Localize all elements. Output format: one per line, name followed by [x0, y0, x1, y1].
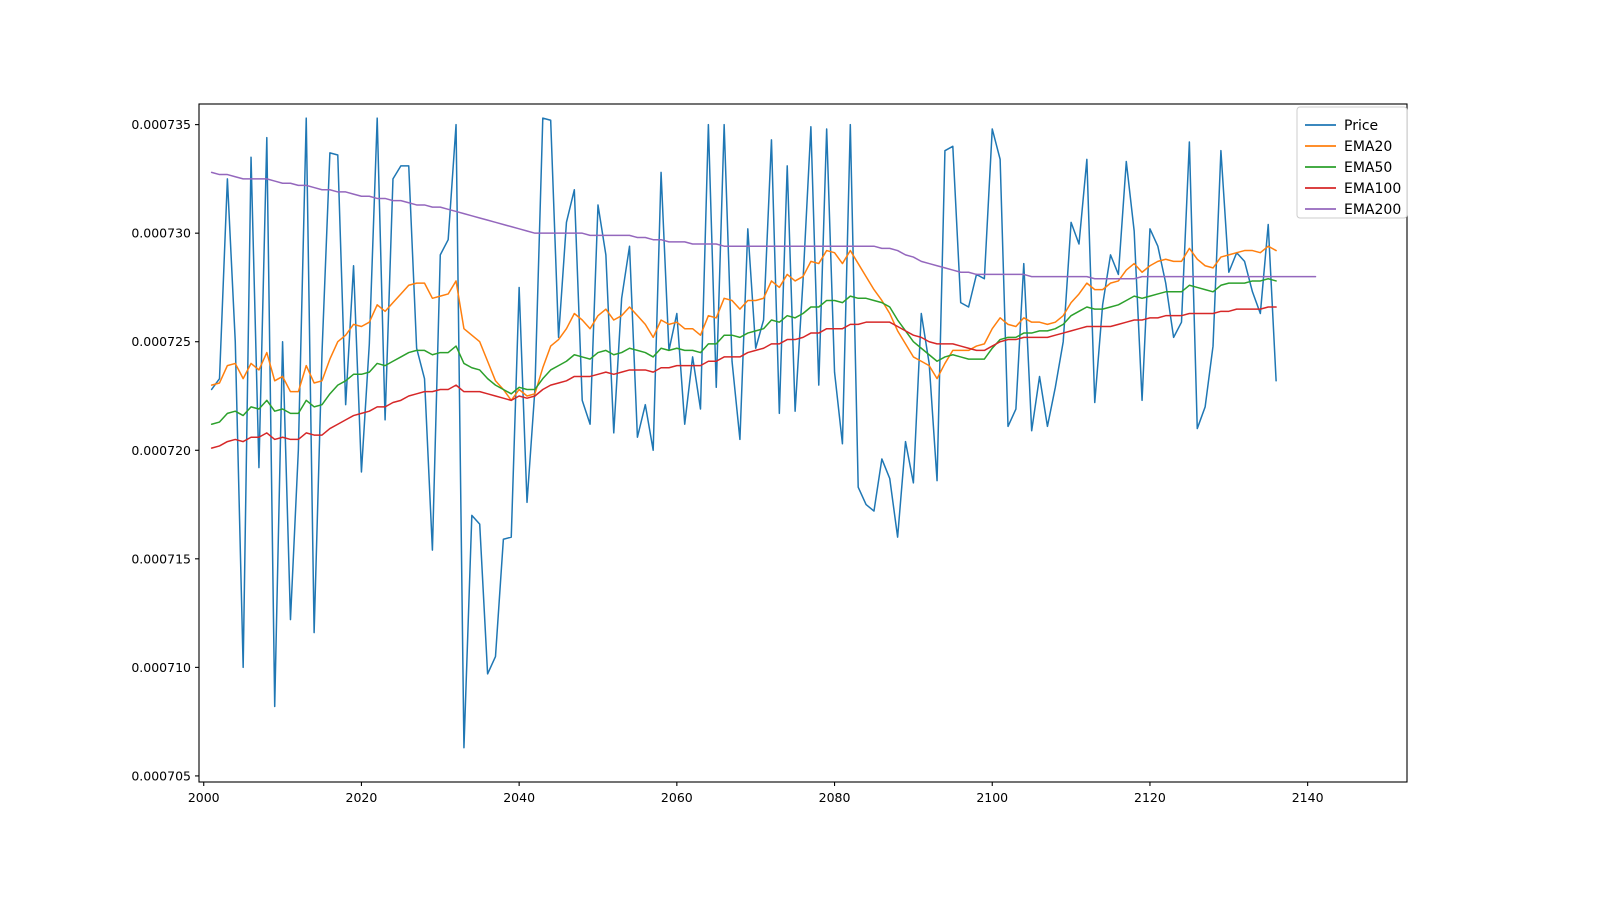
y-tick-label: 0.000715 [131, 551, 191, 566]
y-tick-label: 0.000720 [131, 443, 191, 458]
chart-legend[interactable]: Price EMA20 EMA50 EMA100 EMA200 [1296, 106, 1408, 219]
series-line-price [210, 117, 1277, 749]
y-tick-label: 0.000725 [131, 334, 191, 349]
x-tick-label: 2120 [1134, 790, 1166, 805]
legend-label-ema100[interactable]: EMA100 [1344, 181, 1401, 197]
legend-label-ema200[interactable]: EMA200 [1344, 202, 1401, 218]
x-tick-label: 2100 [976, 790, 1008, 805]
legend-label-ema50[interactable]: EMA50 [1344, 160, 1392, 176]
x-tick-label: 2080 [819, 790, 851, 805]
y-tick-label: 0.000710 [131, 660, 191, 675]
series-line-ema50 [210, 278, 1277, 425]
x-tick-label: 2040 [503, 790, 535, 805]
legend-label-price[interactable]: Price [1344, 118, 1378, 134]
x-axis-ticks: 2000 2020 2040 2060 2080 2100 2120 2140 [188, 782, 1324, 805]
x-tick-label: 2060 [661, 790, 693, 805]
y-tick-label: 0.000730 [131, 226, 191, 241]
y-tick-label: 0.000705 [131, 768, 191, 783]
series-line-ema200 [210, 171, 1317, 280]
y-tick-label: 0.000735 [131, 117, 191, 132]
x-tick-label: 2000 [188, 790, 220, 805]
x-tick-label: 2140 [1292, 790, 1324, 805]
y-axis-ticks: 0.000705 0.000710 0.000715 0.000720 0.000725… [131, 117, 199, 783]
data-series-group [210, 117, 1317, 749]
axes-frame [198, 103, 1408, 783]
x-tick-label: 2020 [346, 790, 378, 805]
series-line-ema20 [210, 245, 1277, 402]
series-line-ema100 [210, 306, 1277, 449]
legend-box [1296, 106, 1408, 219]
legend-label-ema20[interactable]: EMA20 [1344, 139, 1392, 155]
legend-items[interactable]: Price EMA20 EMA50 EMA100 EMA200 [1305, 118, 1401, 218]
